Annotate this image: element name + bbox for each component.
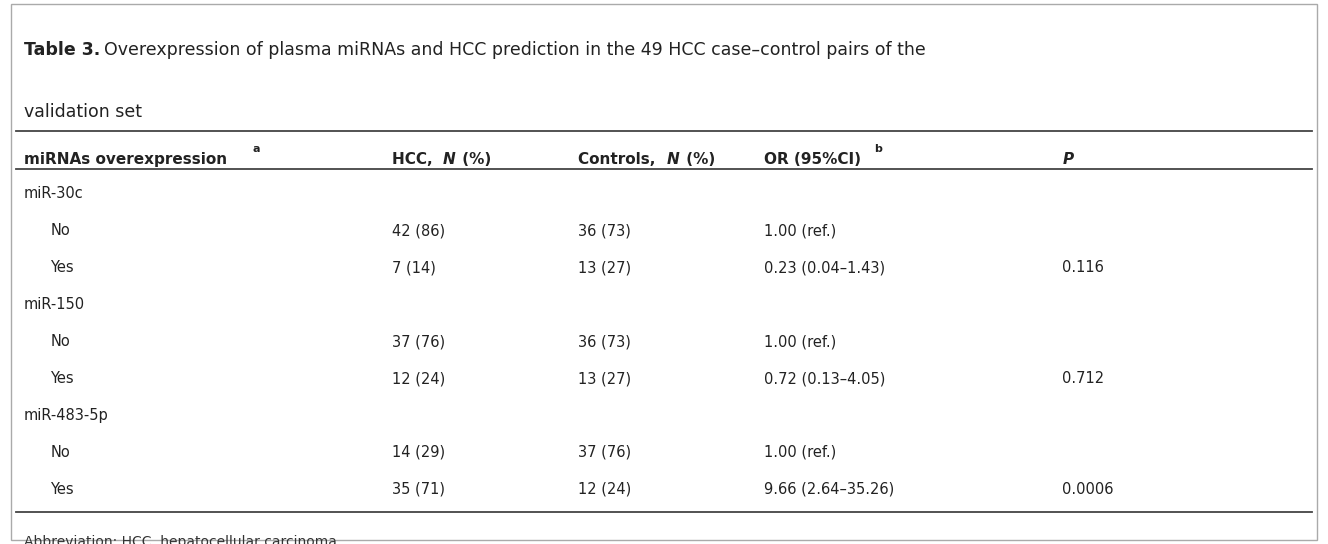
- Text: miR-150: miR-150: [24, 297, 85, 312]
- Text: Controls,: Controls,: [578, 152, 660, 168]
- Text: 9.66 (2.64–35.26): 9.66 (2.64–35.26): [764, 482, 894, 497]
- Text: N: N: [442, 152, 456, 168]
- Text: Yes: Yes: [50, 371, 74, 386]
- Text: 0.0006: 0.0006: [1062, 482, 1114, 497]
- Text: HCC,: HCC,: [392, 152, 438, 168]
- Text: 0.23 (0.04–1.43): 0.23 (0.04–1.43): [764, 260, 884, 275]
- FancyBboxPatch shape: [11, 4, 1317, 540]
- Text: 37 (76): 37 (76): [578, 445, 631, 460]
- Text: No: No: [50, 223, 70, 238]
- Text: No: No: [50, 334, 70, 349]
- Text: 0.72 (0.13–4.05): 0.72 (0.13–4.05): [764, 371, 884, 386]
- Text: miR-483-5p: miR-483-5p: [24, 408, 109, 423]
- Text: No: No: [50, 445, 70, 460]
- Text: 1.00 (ref.): 1.00 (ref.): [764, 223, 835, 238]
- Text: Yes: Yes: [50, 482, 74, 497]
- Text: 7 (14): 7 (14): [392, 260, 436, 275]
- Text: 36 (73): 36 (73): [578, 334, 631, 349]
- Text: Yes: Yes: [50, 260, 74, 275]
- Text: OR (95%CI): OR (95%CI): [764, 152, 861, 168]
- Text: (%): (%): [681, 152, 716, 168]
- Text: 35 (71): 35 (71): [392, 482, 445, 497]
- Text: 12 (24): 12 (24): [578, 482, 631, 497]
- Text: P: P: [1062, 152, 1073, 168]
- Text: Overexpression of plasma miRNAs and HCC prediction in the 49 HCC case–control pa: Overexpression of plasma miRNAs and HCC …: [93, 41, 926, 59]
- Text: miR-30c: miR-30c: [24, 186, 84, 201]
- Text: 36 (73): 36 (73): [578, 223, 631, 238]
- Text: 0.712: 0.712: [1062, 371, 1105, 386]
- Text: b: b: [874, 144, 882, 154]
- Text: 37 (76): 37 (76): [392, 334, 445, 349]
- Text: 12 (24): 12 (24): [392, 371, 445, 386]
- Text: N: N: [667, 152, 680, 168]
- Text: (%): (%): [457, 152, 491, 168]
- Text: 1.00 (ref.): 1.00 (ref.): [764, 445, 835, 460]
- Text: 1.00 (ref.): 1.00 (ref.): [764, 334, 835, 349]
- Text: 13 (27): 13 (27): [578, 260, 631, 275]
- Text: Table 3.: Table 3.: [24, 41, 100, 59]
- Text: 13 (27): 13 (27): [578, 371, 631, 386]
- Text: Abbreviation: HCC, hepatocellular carcinoma.: Abbreviation: HCC, hepatocellular carcin…: [24, 535, 341, 544]
- Text: validation set: validation set: [24, 103, 142, 121]
- Text: miRNAs overexpression: miRNAs overexpression: [24, 152, 227, 168]
- Text: 42 (86): 42 (86): [392, 223, 445, 238]
- Text: 14 (29): 14 (29): [392, 445, 445, 460]
- Text: a: a: [252, 144, 260, 154]
- Text: 0.116: 0.116: [1062, 260, 1105, 275]
